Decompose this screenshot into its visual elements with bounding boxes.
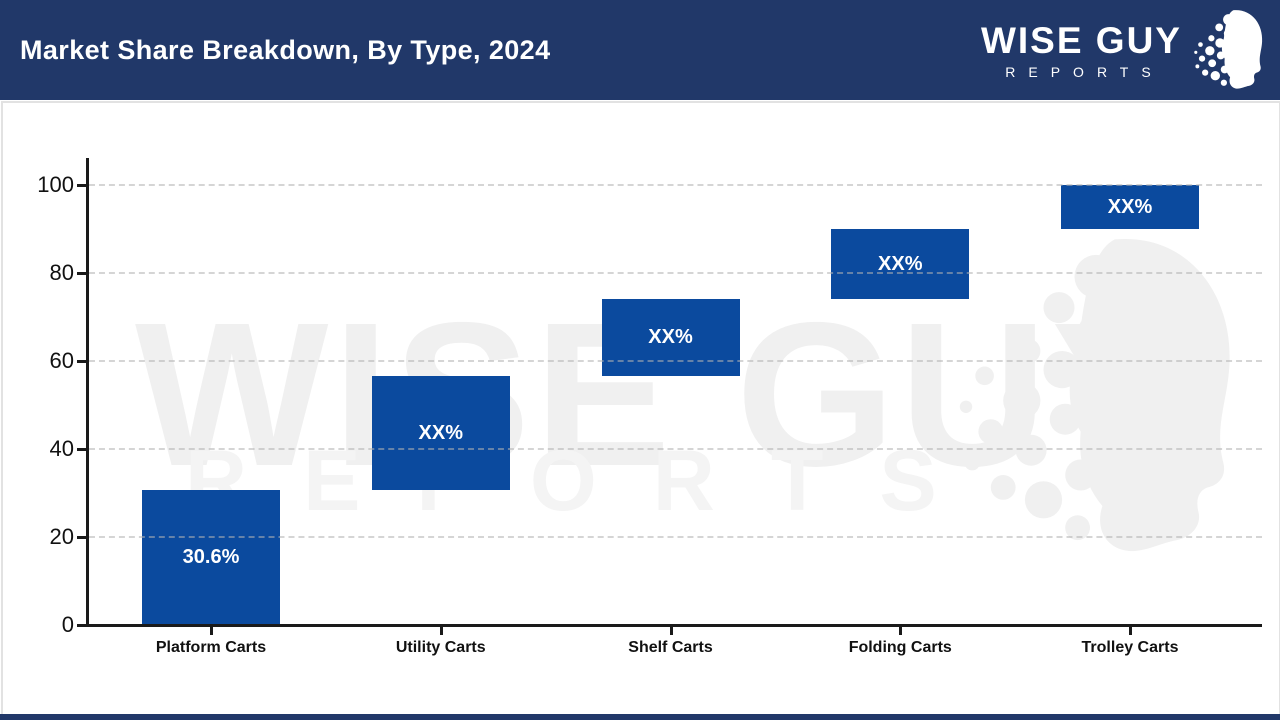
dotted-head-icon (1194, 10, 1263, 89)
y-tick-label: 80 (49, 260, 74, 285)
bar-label: XX% (648, 326, 693, 349)
y-tick-label: 40 (49, 436, 74, 461)
category-label: Platform Carts (155, 639, 267, 656)
logo-text: WISE GUY REPORTS (981, 22, 1182, 79)
category-label: Folding Carts (848, 639, 952, 656)
category-label: Utility Carts (395, 639, 486, 656)
y-tick-label: 60 (49, 348, 74, 373)
bar-label: XX% (418, 421, 463, 444)
x-tick-mark (899, 627, 903, 635)
y-tick-label: 0 (61, 612, 74, 637)
y-axis-line (86, 158, 89, 627)
y-tick-label: 20 (49, 524, 74, 549)
gridline-60 (89, 360, 1262, 362)
y-tick-label: 100 (37, 172, 74, 197)
brand-logo: WISE GUY REPORTS (981, 7, 1280, 93)
category-label: Trolley Carts (1081, 639, 1179, 656)
bar-platform-carts: 30.6% (142, 490, 280, 625)
page-title: Market Share Breakdown, By Type, 2024 (20, 34, 551, 65)
bar-trolley-carts: XX% (1061, 185, 1199, 229)
y-tick-mark (77, 272, 86, 275)
x-tick-mark (210, 627, 213, 635)
x-tick-mark (439, 627, 443, 635)
logo-reports-label: REPORTS (1005, 63, 1164, 80)
category-label: Shelf Carts (628, 639, 713, 656)
y-tick-mark (77, 360, 86, 363)
bar-label: XX% (878, 252, 923, 275)
watermark-reports: REPORTS (185, 433, 993, 529)
gridline-20 (89, 536, 1262, 538)
footer-bar (0, 714, 1280, 720)
bar-shelf-carts: XX% (601, 299, 740, 376)
gridline-80 (89, 272, 1262, 274)
bar-utility-carts: XX% (371, 375, 510, 491)
logo-wordmark: WISE GUY (980, 19, 1182, 61)
bar-label: XX% (1107, 195, 1153, 218)
y-tick-mark (77, 624, 86, 627)
y-tick-mark (77, 184, 86, 187)
x-tick-mark (1129, 627, 1132, 635)
x-axis-line (86, 624, 1262, 627)
bar-folding-carts: XX% (831, 229, 970, 300)
bar-label: 30.6% (182, 546, 240, 569)
y-tick-mark (77, 448, 86, 451)
gridline-40 (89, 448, 1262, 450)
x-tick-mark (669, 627, 673, 635)
header-bar: Market Share Breakdown, By Type, 2024 WI… (0, 0, 1280, 100)
y-tick-mark (77, 536, 86, 539)
gridline-100 (89, 184, 1262, 186)
